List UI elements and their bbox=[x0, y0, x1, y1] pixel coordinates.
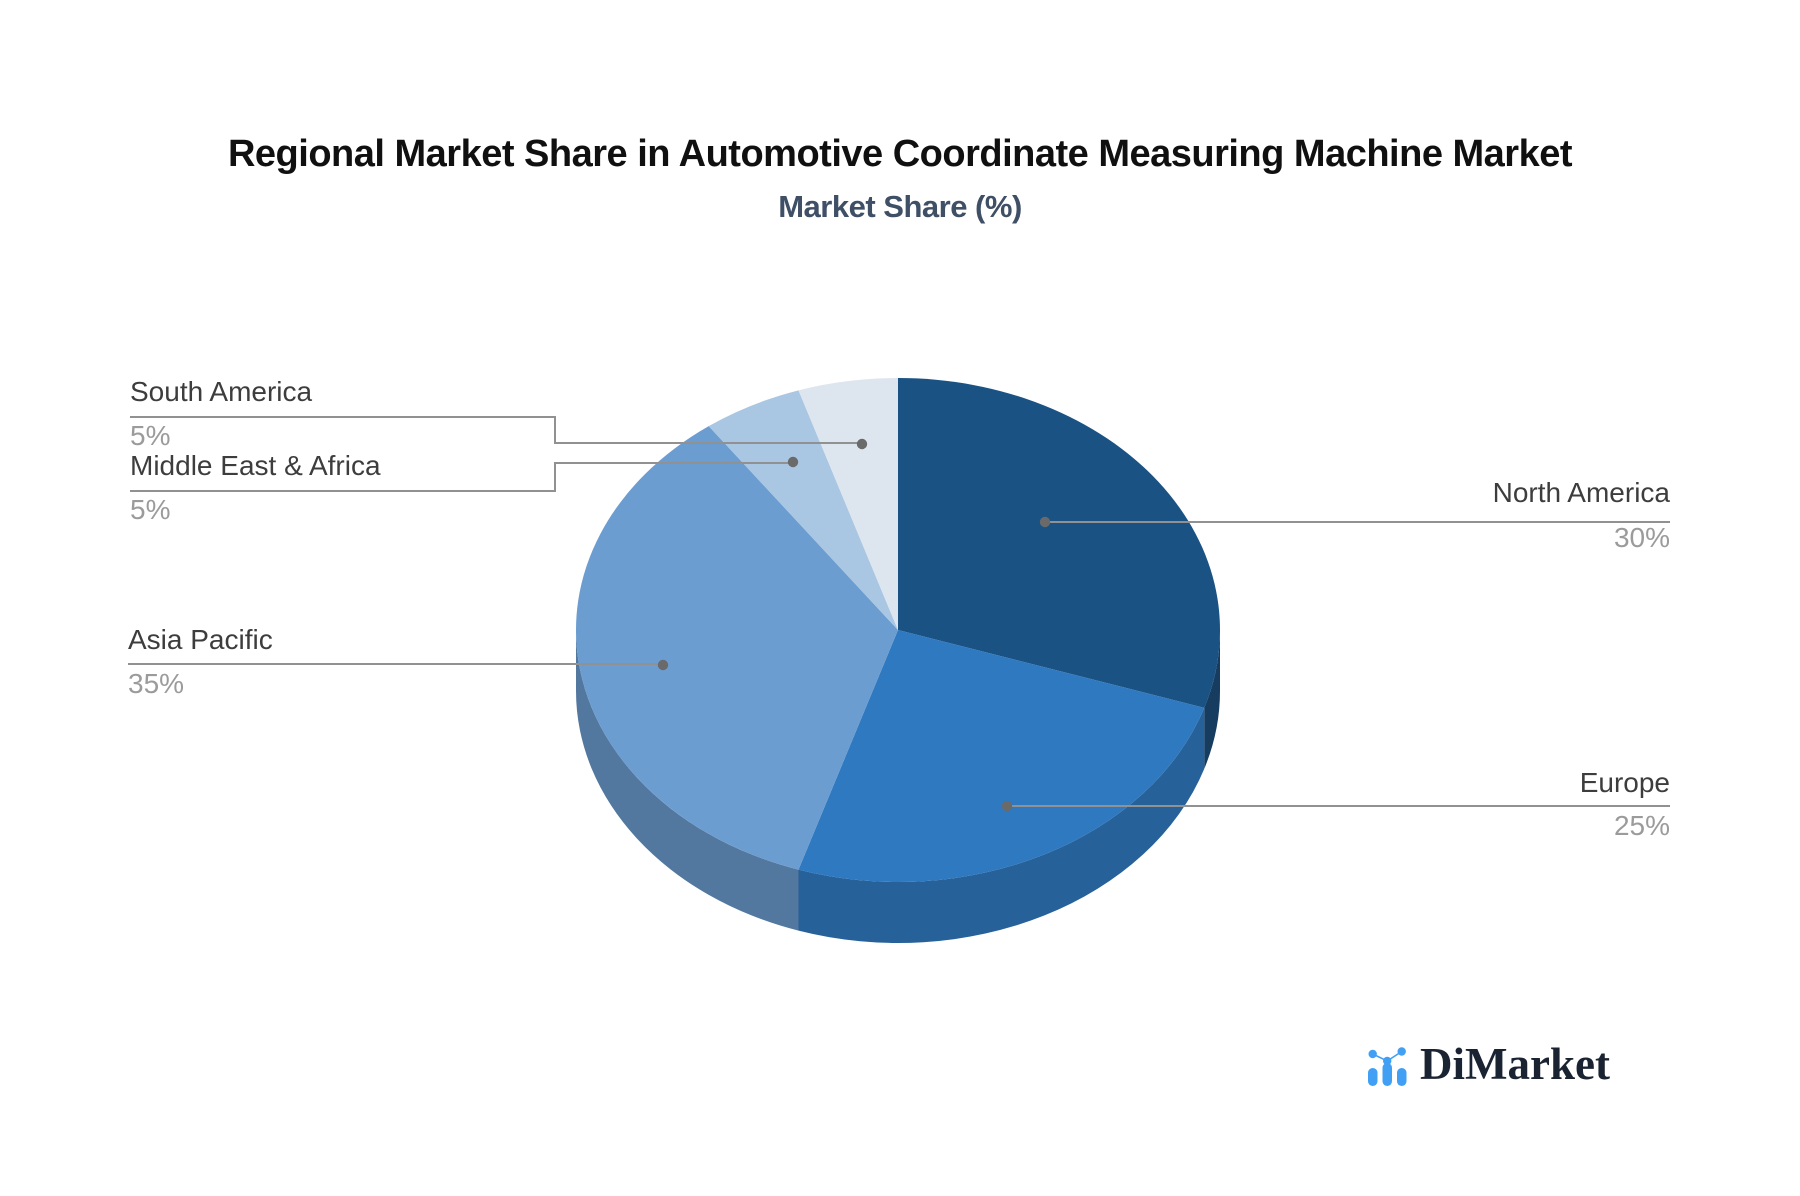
slice-pct-middle-east-africa: 5% bbox=[130, 494, 171, 525]
leader-dot-north-america bbox=[1039, 516, 1051, 528]
logo-bar-2 bbox=[1382, 1063, 1392, 1086]
dimarket-logo-icon bbox=[1368, 1047, 1407, 1086]
slice-pct-south-america: 5% bbox=[130, 420, 171, 451]
pie-slice-asia-pacific bbox=[575, 426, 898, 870]
chart-title: Regional Market Share in Automotive Coor… bbox=[227, 133, 1573, 175]
leader-dot-asia-pacific bbox=[657, 659, 669, 671]
slice-label-asia-pacific: Asia Pacific bbox=[128, 624, 273, 655]
leader-line-south-america bbox=[130, 416, 862, 444]
dimarket-logo-text: DiMarket bbox=[1420, 1039, 1610, 1089]
pie-callout-layer bbox=[128, 416, 1670, 812]
slice-label-south-america: South America bbox=[130, 376, 313, 407]
logo-trend-dot-1 bbox=[1368, 1049, 1377, 1059]
leader-dot-middle-east-africa bbox=[787, 456, 799, 468]
logo-trend-dot-3 bbox=[1397, 1047, 1406, 1056]
pie-slice-middle-east-africa bbox=[708, 390, 898, 630]
slice-pct-europe: 25% bbox=[1613, 810, 1670, 841]
slice-label-middle-east-africa: Middle East & Africa bbox=[130, 450, 381, 481]
slice-pct-asia-pacific: 35% bbox=[128, 668, 185, 699]
chart-subtitle: Market Share (%) bbox=[778, 189, 1022, 224]
leader-dot-south-america bbox=[856, 438, 868, 450]
pie-slice-side-north-america bbox=[1204, 630, 1220, 769]
pie-slice-side-europe bbox=[798, 707, 1205, 944]
pie-slice-side-asia-pacific bbox=[576, 630, 799, 931]
pie-top-layer bbox=[575, 378, 1220, 883]
leader-dot-europe bbox=[1001, 800, 1013, 812]
pie-depth-layer bbox=[576, 630, 1220, 944]
pie-slice-south-america bbox=[798, 378, 898, 630]
logo-trend-dot-2 bbox=[1383, 1056, 1392, 1066]
pie-slice-europe bbox=[798, 630, 1205, 883]
pie-slice-north-america bbox=[898, 378, 1220, 708]
logo-bar-3 bbox=[1397, 1068, 1407, 1086]
logo-bar-1 bbox=[1368, 1068, 1378, 1086]
slice-label-europe: Europe bbox=[1579, 767, 1670, 798]
leader-line-middle-east-africa bbox=[130, 462, 793, 492]
slice-label-north-america: North America bbox=[1492, 477, 1670, 508]
slice-pct-north-america: 30% bbox=[1613, 522, 1670, 553]
